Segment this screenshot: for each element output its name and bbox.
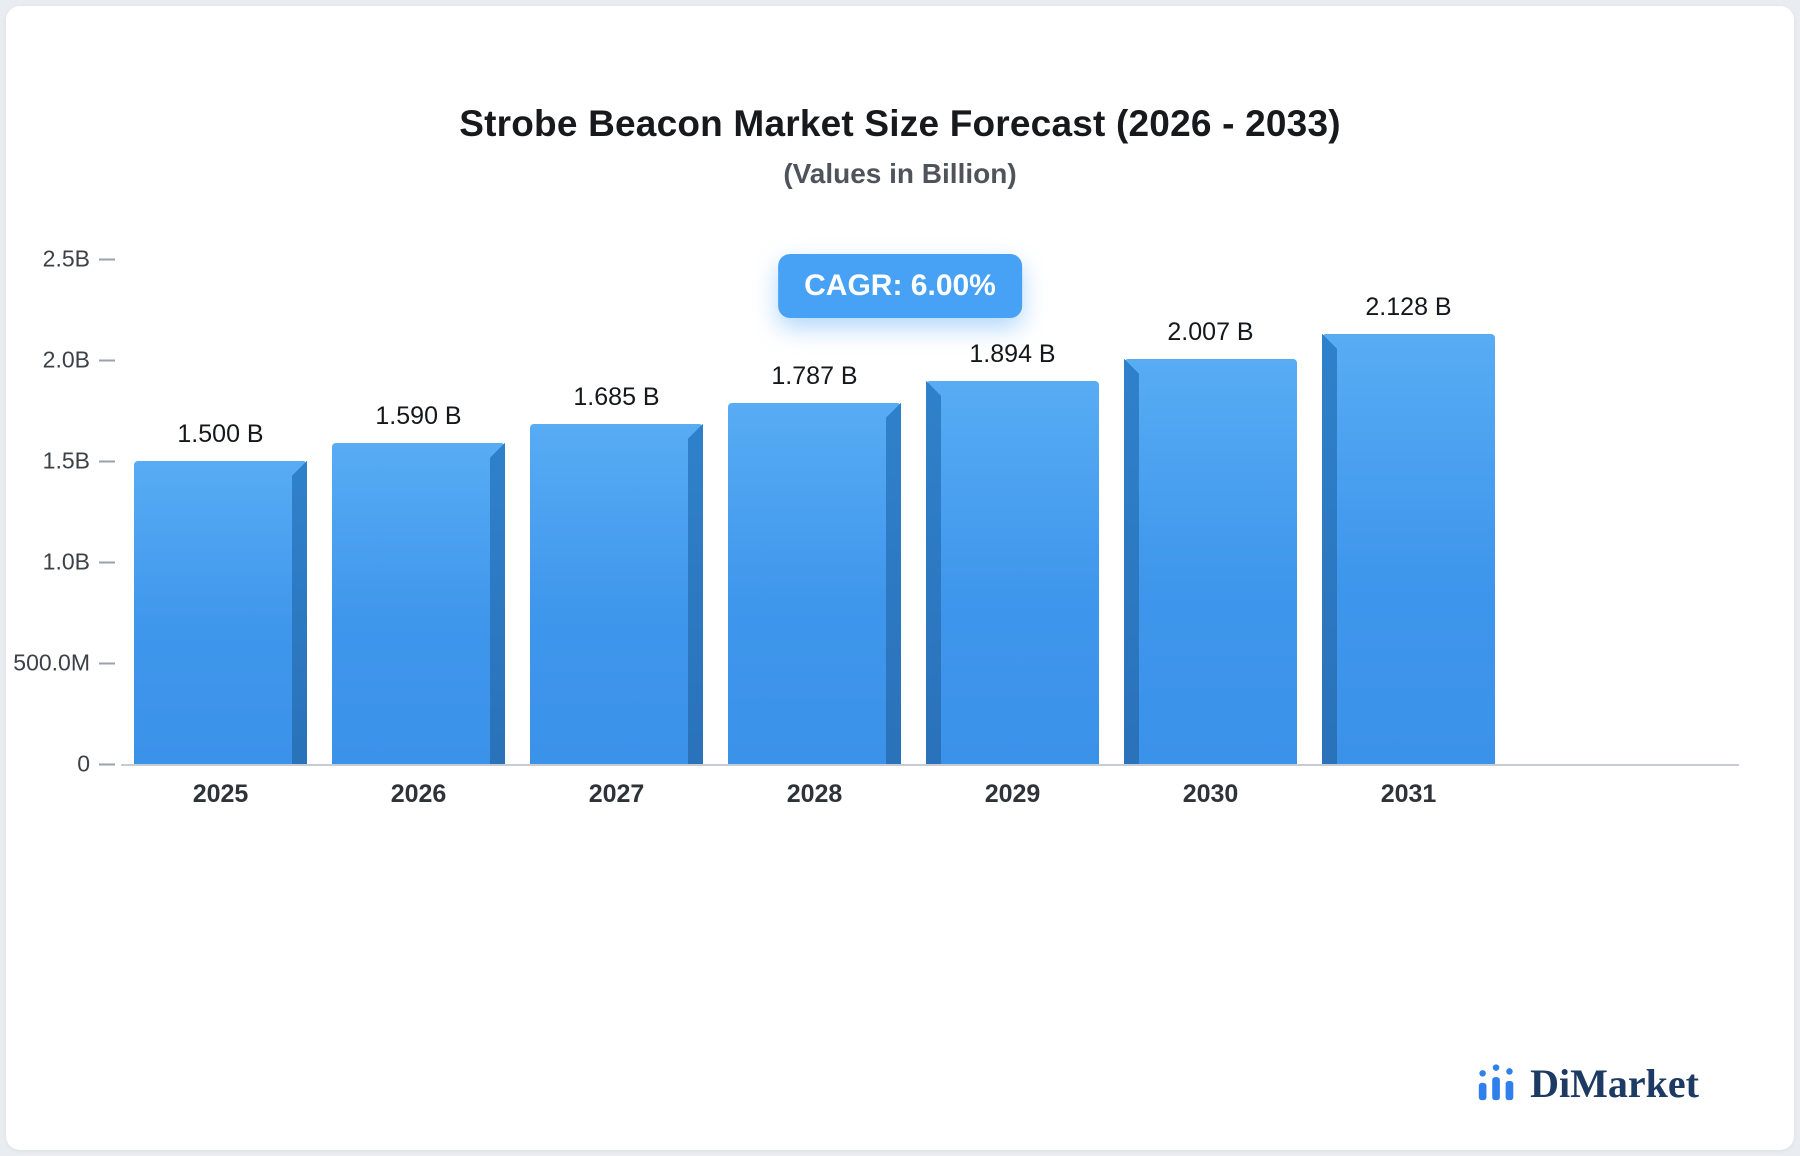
bar-value-label: 1.787 B xyxy=(771,362,858,391)
brand-logo: DiMarket xyxy=(1474,1058,1699,1104)
bar-column: 1.787 B 2028 xyxy=(728,259,901,808)
y-axis-tick: 2.0B xyxy=(6,347,115,374)
y-tick-mark xyxy=(99,460,115,462)
y-tick-label: 1.0B xyxy=(42,548,90,575)
y-axis-tick: 2.5B xyxy=(6,246,115,273)
bar xyxy=(134,461,307,764)
bar xyxy=(530,423,703,765)
y-tick-label: 500.0M xyxy=(13,649,90,676)
bar-value-label: 2.007 B xyxy=(1167,317,1254,346)
x-axis-line xyxy=(121,764,1739,766)
bar-column: 1.500 B 2025 xyxy=(134,259,307,808)
bar xyxy=(926,381,1099,764)
y-axis-tick: 1.0B xyxy=(6,549,115,576)
x-axis-label: 2025 xyxy=(192,780,249,808)
x-axis-label: 2030 xyxy=(1182,780,1239,808)
y-tick-label: 0 xyxy=(77,750,90,777)
bar-column: 2.128 B 2031 xyxy=(1322,259,1495,808)
chart-subtitle: (Values in Billion) xyxy=(783,158,1017,189)
bar-value-label: 2.128 B xyxy=(1365,293,1452,322)
bar-column: 1.894 B 2029 xyxy=(926,259,1099,808)
chart-title: Strobe Beacon Market Size Forecast (2026… xyxy=(459,103,1341,144)
x-axis-label: 2029 xyxy=(984,780,1041,808)
y-axis-tick: 1.5B xyxy=(6,448,115,475)
y-axis-tick: 0 xyxy=(6,751,115,778)
y-tick-label: 2.0B xyxy=(42,346,90,373)
bar-chart-icon xyxy=(1478,1064,1514,1101)
y-tick-mark xyxy=(99,662,115,664)
bar-value-label: 1.894 B xyxy=(969,340,1056,369)
bar xyxy=(332,442,505,765)
y-tick-label: 1.5B xyxy=(42,447,90,474)
bar-column: 1.590 B 2026 xyxy=(332,259,505,808)
brand-name: DiMarket xyxy=(1530,1061,1699,1106)
bar-column: 1.685 B 2027 xyxy=(530,259,703,808)
x-axis-label: 2027 xyxy=(588,780,645,808)
plot-area: 1.500 B 2025 1.590 B 2026 1.685 B 2027 1.787 B… xyxy=(121,259,1739,808)
x-axis-label: 2026 xyxy=(390,780,447,808)
y-axis: 2.5B 2.0B 1.5B 1.0B 500.0M 0 xyxy=(6,246,115,777)
y-tick-mark xyxy=(99,258,115,260)
chart-card: Strobe Beacon Market Size Forecast (2026… xyxy=(6,6,1794,1150)
bar xyxy=(1124,358,1297,765)
bar xyxy=(728,403,901,764)
y-tick-label: 2.5B xyxy=(42,245,90,272)
y-axis-tick: 500.0M xyxy=(6,650,115,677)
bar-column: 2.007 B 2030 xyxy=(1124,259,1297,808)
x-axis-label: 2031 xyxy=(1380,780,1437,808)
y-tick-mark xyxy=(99,561,115,563)
x-axis-label: 2028 xyxy=(786,780,843,808)
cagr-badge: CAGR: 6.00% xyxy=(778,254,1022,318)
bar-value-label: 1.590 B xyxy=(375,401,462,430)
bar xyxy=(1322,334,1495,764)
bars: 1.500 B 2025 1.590 B 2026 1.685 B 2027 1.787 B… xyxy=(134,259,1495,808)
bar-value-label: 1.685 B xyxy=(573,382,660,411)
y-tick-mark xyxy=(99,763,115,765)
bar-value-label: 1.500 B xyxy=(177,420,264,448)
y-tick-mark xyxy=(99,359,115,361)
